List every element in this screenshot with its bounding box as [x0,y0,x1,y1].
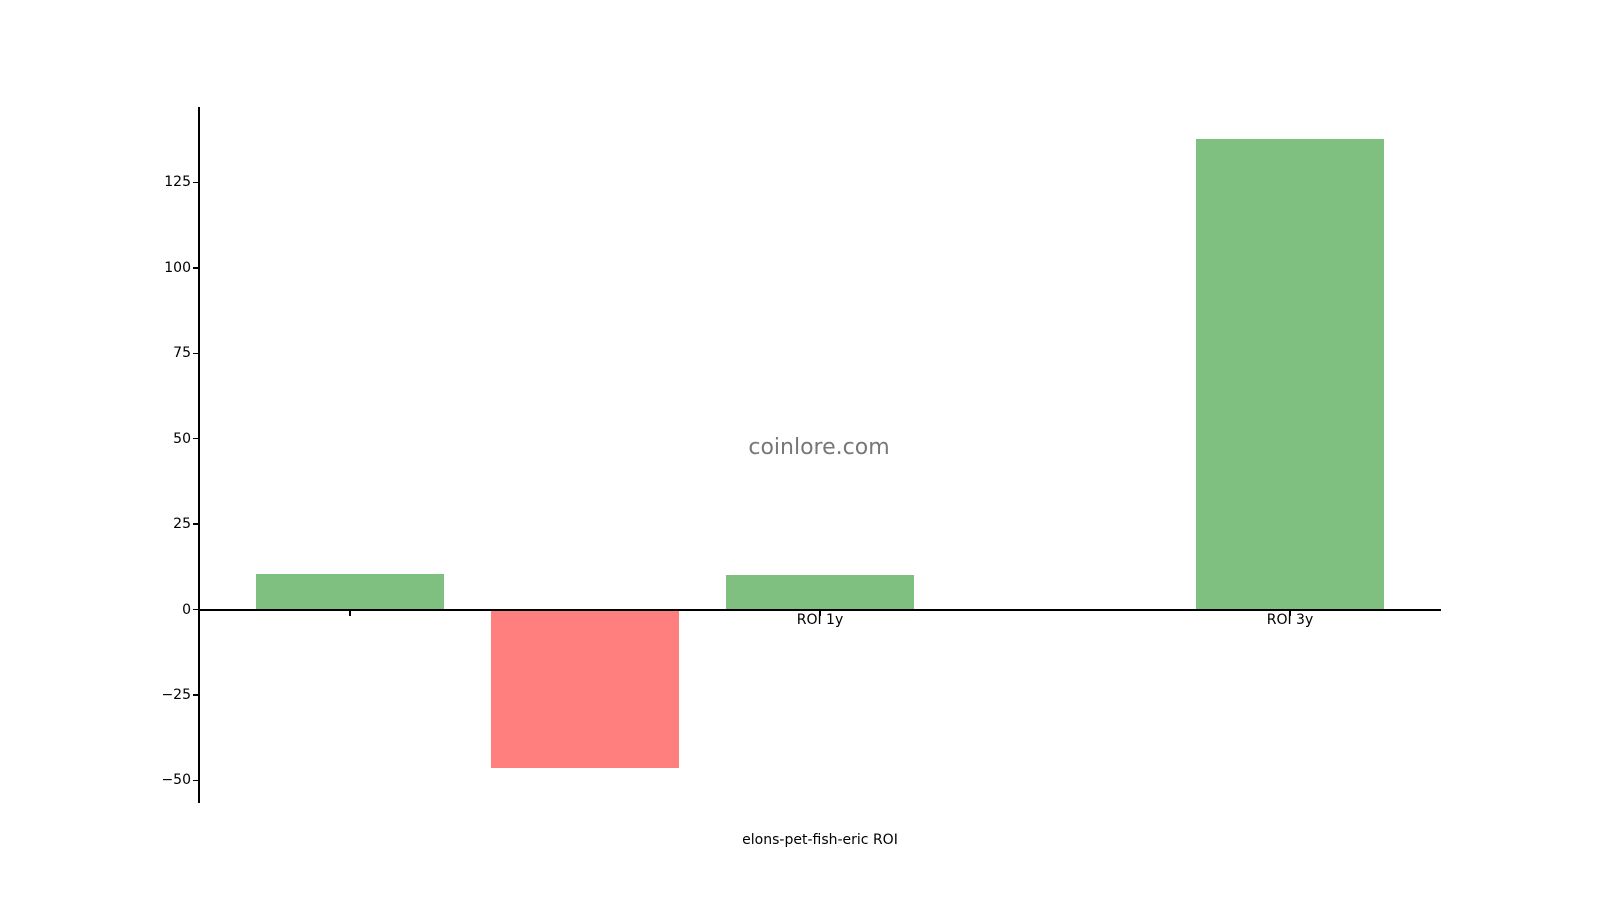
x-tick-mark-slot-0 [349,609,351,616]
y-tick-label-50: 50 [173,430,191,447]
bar-slot-2-roi-1y [726,574,914,610]
y-tick-mark--25 [192,694,199,696]
x-axis-title: elons-pet-fish-eric ROI [742,832,898,848]
y-tick-mark-75 [192,352,199,354]
y-tick-mark-25 [192,523,199,525]
y-tick-mark--50 [192,779,199,782]
y-tick-label-0: 0 [182,601,191,618]
y-tick-label-25: 25 [173,516,191,533]
y-tick-label-75: 75 [173,345,191,362]
bar-slot-4-roi-3y [1196,139,1384,610]
x-tick-label-roi-1y: ROI 1y [796,612,844,628]
y-tick-mark-0 [192,608,199,611]
y-tick-mark-125 [192,181,199,184]
x-tick-label-roi-3y: ROI 3y [1266,612,1314,628]
bar-slot-1 [491,609,679,769]
x-tick-mark-slot-2 [819,609,821,616]
y-axis-spine [198,107,200,803]
watermark-text: coinlore.com [748,435,890,460]
y-tick-label-125: 125 [164,174,191,191]
x-tick-mark-slot-4 [1289,609,1291,616]
y-tick-mark-100 [192,267,199,269]
bar-slot-0 [256,573,444,610]
y-tick-label-100: 100 [164,259,191,276]
y-tick-label--25: −25 [161,686,191,703]
y-tick-label--50: −50 [161,772,191,789]
y-tick-mark-50 [192,437,199,440]
